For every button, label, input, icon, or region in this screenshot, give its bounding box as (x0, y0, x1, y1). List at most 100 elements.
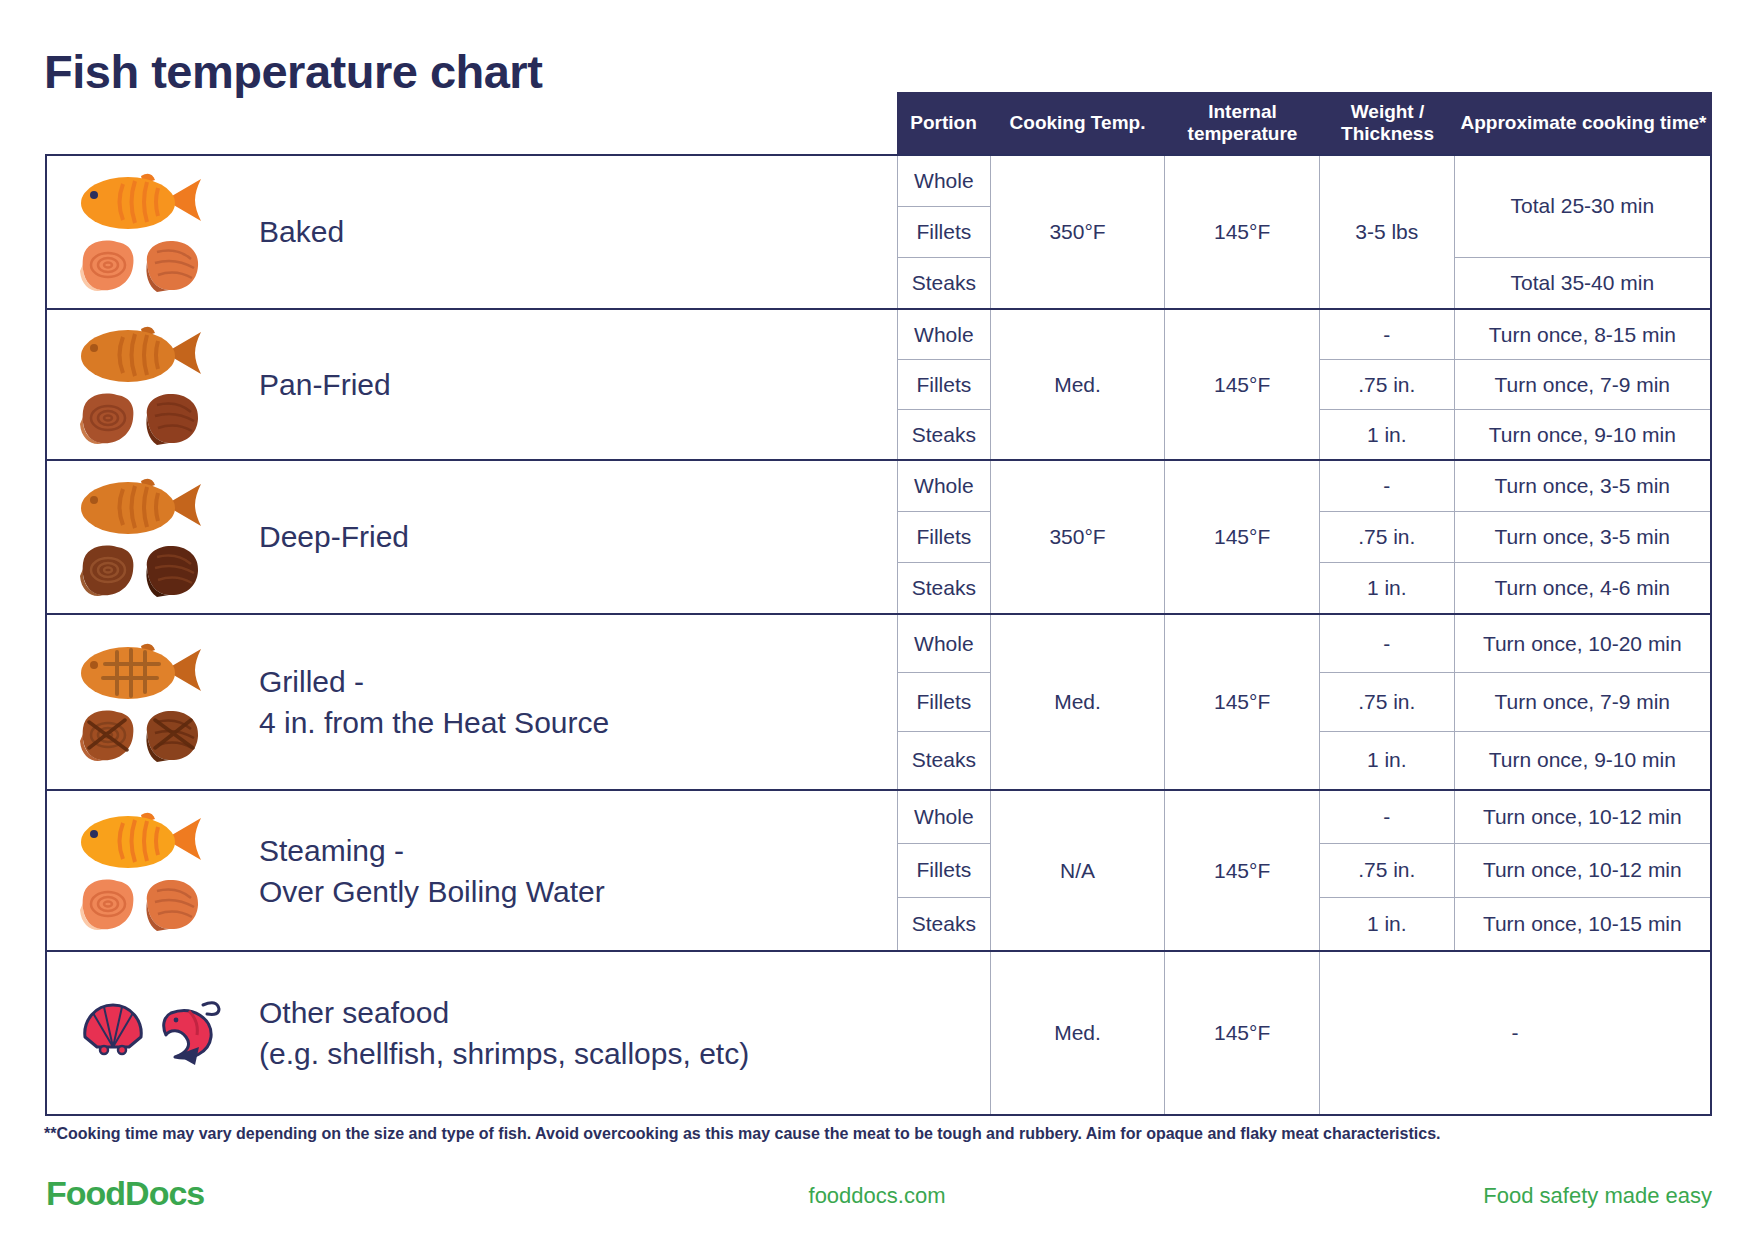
weight-cell: .75 in. (1320, 672, 1454, 730)
page-title: Fish temperature chart (44, 44, 542, 99)
weight-cell: .75 in. (1320, 511, 1454, 562)
portion-cell: Fillets (898, 206, 990, 257)
internal-temp-cell: 145°F (1164, 310, 1319, 459)
internal-temp-cell: 145°F (1164, 156, 1319, 308)
method-cell-other-seafood: Other seafood(e.g. shellfish, shrimps, s… (47, 952, 990, 1114)
method-label-line: Grilled - (259, 661, 609, 702)
portion-cell: Steaks (898, 562, 990, 613)
time-column: Turn once, 3-5 minTurn once, 3-5 minTurn… (1454, 461, 1710, 613)
table-header: Portion Cooking Temp. Internal temperatu… (897, 92, 1712, 154)
time-cell: Turn once, 3-5 min (1455, 461, 1710, 511)
other-seafood-icon (73, 995, 223, 1071)
header-weight: Weight / Thickness (1320, 92, 1455, 154)
internal-temp-value: 145°F (1165, 791, 1319, 950)
weight-cell: 1 in. (1320, 897, 1454, 950)
method-cell-baked: Baked (47, 156, 897, 308)
weight-time-value: - (1320, 952, 1710, 1114)
table-body: BakedWholeFilletsSteaks350°F145°F3-5 lbs… (45, 154, 1712, 1116)
method-label-line: (e.g. shellfish, shrimps, scallops, etc) (259, 1033, 749, 1074)
deep-fried-icon (73, 473, 207, 601)
weight-cell: 1 in. (1320, 562, 1454, 613)
method-label: Other seafood(e.g. shellfish, shrimps, s… (259, 992, 749, 1075)
pan-fried-icon (73, 321, 207, 449)
row-group-deep-fried: Deep-Fried WholeFilletsSteaks350°F145°F-.… (47, 459, 1710, 613)
time-column: Turn once, 10-12 minTurn once, 10-12 min… (1454, 791, 1710, 950)
method-label-line: Over Gently Boiling Water (259, 871, 605, 912)
internal-temp-cell: 145°F (1164, 615, 1319, 789)
cooking-temp-value: N/A (991, 791, 1165, 950)
footer-tagline: Food safety made easy (1483, 1183, 1712, 1209)
internal-temp-value: 145°F (1165, 156, 1319, 308)
portion-cell: Steaks (898, 897, 990, 950)
portion-cell: Whole (898, 310, 990, 359)
cooking-temp-value: 350°F (991, 461, 1165, 613)
internal-temp-value: 145°F (1165, 615, 1319, 789)
weight-time-merged-cell: - (1319, 952, 1710, 1114)
steaming-icon (73, 807, 207, 935)
time-cell: Turn once, 10-12 min (1455, 791, 1710, 843)
internal-temp-value: 145°F (1165, 461, 1319, 613)
weight-cell: .75 in. (1320, 359, 1454, 409)
time-cell: Turn once, 7-9 min (1455, 672, 1710, 730)
cooking-temp-cell: 350°F (990, 461, 1165, 613)
portion-cell: Steaks (898, 409, 990, 459)
row-group-baked: BakedWholeFilletsSteaks350°F145°F3-5 lbs… (47, 156, 1710, 308)
baked-icon (73, 168, 207, 296)
cooking-temp-cell: Med. (990, 952, 1165, 1114)
time-cell: Turn once, 9-10 min (1455, 409, 1710, 459)
time-cell: Turn once, 3-5 min (1455, 511, 1710, 562)
cooking-temp-cell: Med. (990, 310, 1165, 459)
time-cell: Turn once, 8-15 min (1455, 310, 1710, 359)
weight-column: -.75 in.1 in. (1319, 310, 1454, 459)
weight-cell: 3-5 lbs (1319, 156, 1454, 308)
portion-column: WholeFilletsSteaks (897, 156, 990, 308)
cooking-temp-cell: Med. (990, 615, 1165, 789)
row-group-grilled: Grilled -4 in. from the Heat SourceWhole… (47, 613, 1710, 789)
row-group-pan-fried: Pan-Fried WholeFilletsSteaksMed.145°F-.75… (47, 308, 1710, 459)
internal-temp-value: 145°F (1165, 310, 1319, 459)
internal-temp-cell: 145°F (1164, 791, 1319, 950)
header-internal-temp: Internal temperature (1165, 92, 1320, 154)
portion-cell: Whole (898, 791, 990, 843)
weight-cell: - (1320, 461, 1454, 511)
internal-temp-cell: 145°F (1164, 461, 1319, 613)
portion-cell: Whole (898, 156, 990, 206)
portion-column: WholeFilletsSteaks (897, 310, 990, 459)
method-cell-grilled: Grilled -4 in. from the Heat Source (47, 615, 897, 789)
portion-column: WholeFilletsSteaks (897, 461, 990, 613)
time-column: Turn once, 10-20 minTurn once, 7-9 minTu… (1454, 615, 1710, 789)
portion-column: WholeFilletsSteaks (897, 791, 990, 950)
header-portion: Portion (897, 92, 990, 154)
time-cell: Turn once, 9-10 min (1455, 731, 1710, 789)
time-cell: Total 25-30 min (1455, 156, 1710, 257)
method-cell-steaming: Steaming -Over Gently Boiling Water (47, 791, 897, 950)
weight-cell: 1 in. (1320, 409, 1454, 459)
time-column: Turn once, 8-15 minTurn once, 7-9 minTur… (1454, 310, 1710, 459)
method-cell-deep-fried: Deep-Fried (47, 461, 897, 613)
time-cell: Turn once, 10-12 min (1455, 843, 1710, 896)
method-label: Steaming -Over Gently Boiling Water (259, 829, 605, 912)
weight-cell: .75 in. (1320, 843, 1454, 896)
weight-column: -.75 in.1 in. (1319, 615, 1454, 789)
cooking-temp-cell: N/A (990, 791, 1165, 950)
portion-cell: Whole (898, 461, 990, 511)
method-label: Deep-Fried (259, 516, 409, 557)
cooking-temp-value: Med. (991, 310, 1165, 459)
portion-cell: Steaks (898, 731, 990, 789)
time-cell: Turn once, 4-6 min (1455, 562, 1710, 613)
method-label-line: Deep-Fried (259, 516, 409, 557)
method-label-line: Steaming - (259, 829, 605, 870)
weight-column: -.75 in.1 in. (1319, 461, 1454, 613)
time-column: Total 25-30 minTotal 35-40 min (1454, 156, 1710, 308)
portion-column: WholeFilletsSteaks (897, 615, 990, 789)
portion-cell: Fillets (898, 672, 990, 730)
row-group-other-seafood: Other seafood(e.g. shellfish, shrimps, s… (47, 950, 1710, 1114)
weight-cell: - (1320, 310, 1454, 359)
weight-value: 3-5 lbs (1320, 156, 1454, 308)
portion-cell: Fillets (898, 843, 990, 896)
portion-cell: Fillets (898, 359, 990, 409)
row-group-steaming: Steaming -Over Gently Boiling Water Whole… (47, 789, 1710, 950)
cooking-temp-value: 350°F (991, 156, 1165, 308)
method-label: Pan-Fried (259, 364, 391, 405)
header-cooking-temp: Cooking Temp. (990, 92, 1165, 154)
